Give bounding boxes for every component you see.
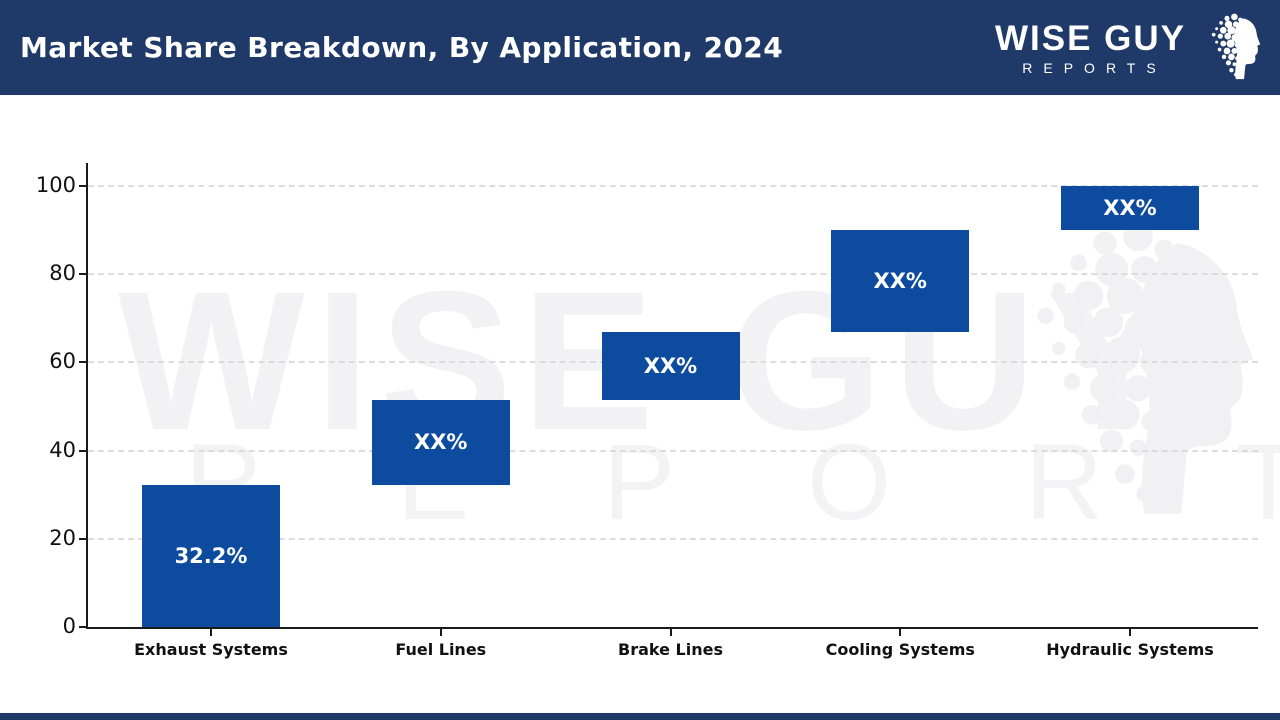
bar-value-label: 32.2% [174,543,248,568]
x-axis-category-label: Brake Lines [618,640,723,659]
x-axis-spine [86,627,1258,629]
gridline-y-100 [88,185,1258,187]
y-axis-tick-mark [79,449,88,452]
y-axis-spine [86,163,88,629]
x-axis-category-label: Exhaust Systems [134,640,288,659]
bar-hydraulic-systems: XX% [1061,186,1199,231]
watermark-text-line2: R E P O R T S [185,421,1280,542]
watermark-head-graphic [1037,221,1254,514]
y-axis-tick-mark [79,185,88,187]
y-axis-tick-mark [79,626,88,628]
logo-head-icon [1211,13,1261,79]
bar-cooling-systems: XX% [831,230,970,333]
bar-value-label: XX% [643,354,698,379]
header-bar: Market Share Breakdown, By Application, … [0,0,1280,95]
bar-exhaust-systems: 32.2% [142,484,280,627]
y-axis-tick-mark [79,537,88,540]
x-axis-tick-mark [1129,628,1131,636]
gridline-y-40 [88,449,1258,452]
logo-wordmark-line2: REPORTS [1022,59,1167,76]
bar-fuel-lines: XX% [371,399,510,485]
bar-brake-lines: XX% [601,332,740,400]
x-axis-category-label: Hydraulic Systems [1046,640,1214,659]
logo-wordmark-line1: WISE GUY [994,18,1186,58]
gridline-y-20 [88,537,1258,540]
y-axis-tick-label: 40 [49,437,76,462]
y-axis-tick-label: 100 [35,173,76,197]
x-axis-tick-mark [669,628,672,636]
bar-value-label: XX% [1103,196,1157,221]
bar-value-label: XX% [873,269,927,294]
x-axis-category-label: Fuel Lines [395,640,487,659]
y-axis-tick-mark [79,361,88,364]
x-axis-tick-mark [899,628,902,636]
x-axis-tick-mark [210,628,212,636]
y-axis-tick-label: 80 [49,261,76,286]
footer-bar [0,713,1280,720]
wise-guy-reports-logo: WISE GUY REPORTS [995,7,1266,89]
x-axis-tick-mark [439,628,442,636]
page-title: Market Share Breakdown, By Application, … [20,31,784,64]
gridline-y-80 [88,273,1258,276]
y-axis-tick-label: 60 [49,349,76,374]
y-axis-tick-mark [79,273,88,276]
bar-value-label: XX% [414,430,468,455]
y-axis-tick-label: 0 [62,614,76,638]
x-axis-category-label: Cooling Systems [825,640,975,659]
y-axis-tick-label: 20 [49,525,76,550]
